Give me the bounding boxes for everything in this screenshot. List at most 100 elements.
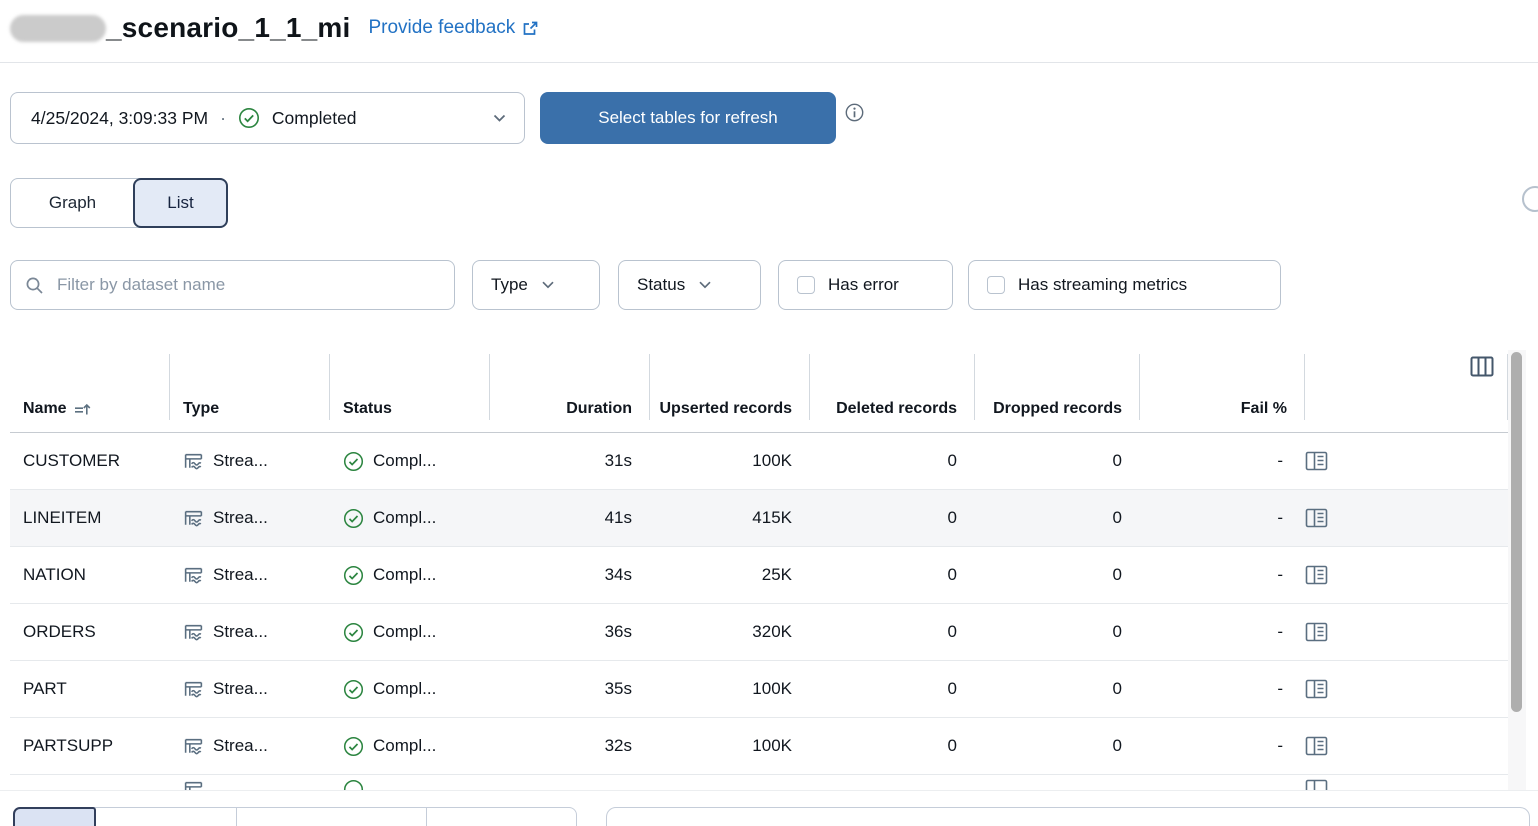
- open-details-panel-icon[interactable]: [1305, 565, 1328, 585]
- dataset-status: Compl...: [330, 451, 490, 472]
- dataset-name: PART: [23, 679, 67, 698]
- dataset-duration: 31s: [604, 451, 632, 470]
- check-circle-icon: [238, 107, 260, 129]
- dataset-status-label: Compl...: [373, 508, 437, 527]
- dataset-upserted: 320K: [752, 622, 792, 641]
- has-streaming-metrics-label: Has streaming metrics: [1018, 275, 1188, 294]
- dataset-deleted: 0: [947, 679, 957, 698]
- tab-list[interactable]: List: [133, 178, 228, 228]
- column-header-duration: Duration: [490, 348, 650, 432]
- has-streaming-metrics-filter[interactable]: Has streaming metrics: [968, 260, 1281, 310]
- chevron-down-icon: [542, 281, 554, 289]
- dataset-status: Compl...: [330, 565, 490, 586]
- has-error-checkbox[interactable]: [797, 276, 815, 294]
- dataset-type: Strea...: [170, 508, 330, 529]
- column-header-name[interactable]: Name: [10, 348, 170, 432]
- open-details-panel-icon[interactable]: [1305, 622, 1328, 642]
- dataset-status-label: Compl...: [373, 679, 437, 698]
- open-details-panel-icon[interactable]: [1305, 679, 1328, 699]
- check-circle-icon: [343, 779, 364, 790]
- dataset-fail-pct: -: [1277, 565, 1283, 584]
- column-header-actions: [1305, 348, 1508, 432]
- table-scrollbar-thumb[interactable]: [1511, 352, 1522, 712]
- has-error-filter[interactable]: Has error: [778, 260, 953, 310]
- has-error-label: Has error: [828, 275, 899, 294]
- search-icon: [25, 276, 44, 295]
- open-details-panel-icon[interactable]: [1305, 451, 1328, 471]
- run-status-label: Completed: [271, 107, 357, 128]
- column-header-name-label: Name: [23, 400, 67, 417]
- dataset-dropped: 0: [1112, 736, 1122, 755]
- bottom-tab-divider: [236, 808, 237, 826]
- open-details-panel-icon[interactable]: [1305, 736, 1328, 756]
- dataset-upserted: 25K: [761, 565, 792, 584]
- search-input[interactable]: [55, 274, 440, 296]
- dataset-fail-pct: -: [1277, 679, 1283, 698]
- dataset-type-label: Strea...: [213, 565, 268, 584]
- type-filter-dropdown[interactable]: Type: [472, 260, 600, 310]
- bottom-search-box[interactable]: [606, 807, 1530, 826]
- dataset-name: NATION: [23, 565, 86, 584]
- table-row[interactable]: CUSTOMER Strea... Compl... 31s 100K 0 0 …: [10, 433, 1508, 490]
- column-header-dropped: Dropped records: [975, 348, 1140, 432]
- column-header-type: Type: [170, 348, 330, 432]
- dataset-deleted: 0: [947, 508, 957, 527]
- dataset-name: CUSTOMER: [23, 451, 120, 470]
- streaming-table-icon: [183, 508, 204, 529]
- type-filter-label: Type: [491, 275, 528, 294]
- select-tables-for-refresh-button[interactable]: Select tables for refresh: [540, 92, 836, 144]
- status-filter-dropdown[interactable]: Status: [618, 260, 761, 310]
- dataset-status-label: Compl...: [373, 451, 437, 470]
- table-row[interactable]: ORDERS Strea... Compl... 36s 320K 0 0 -: [10, 604, 1508, 661]
- bottom-tabs: [13, 807, 577, 826]
- dataset-status: Compl...: [330, 679, 490, 700]
- run-timestamp: 4/25/2024, 3:09:33 PM: [31, 107, 209, 128]
- dataset-duration: 41s: [604, 508, 632, 527]
- table-header-row: Name Type Status Duration Upserted recor…: [10, 348, 1508, 433]
- dataset-duration: 36s: [604, 622, 632, 641]
- dataset-type: Strea...: [170, 736, 330, 757]
- bottom-tab-selected[interactable]: [13, 807, 96, 826]
- dataset-type-label: Strea...: [213, 736, 268, 755]
- table-row[interactable]: NATION Strea... Compl... 34s 25K 0 0 -: [10, 547, 1508, 604]
- dataset-status-label: Compl...: [373, 565, 437, 584]
- dataset-search: [10, 260, 455, 310]
- dataset-upserted: 100K: [752, 679, 792, 698]
- dataset-status: Compl...: [330, 622, 490, 643]
- table-row[interactable]: LINEITEM Strea... Compl... 41s 415K 0 0 …: [10, 490, 1508, 547]
- dataset-upserted: 415K: [752, 508, 792, 527]
- dataset-deleted: 0: [947, 451, 957, 470]
- has-streaming-metrics-checkbox[interactable]: [987, 276, 1005, 294]
- dataset-status: Compl...: [330, 508, 490, 529]
- table-row-partial[interactable]: [10, 775, 1508, 790]
- column-picker-icon[interactable]: [1470, 356, 1494, 377]
- dataset-type: Strea...: [170, 679, 330, 700]
- dataset-duration: 32s: [604, 736, 632, 755]
- tab-graph[interactable]: Graph: [48, 193, 97, 212]
- dataset-status-label: Compl...: [373, 622, 437, 641]
- streaming-table-icon: [183, 679, 204, 700]
- dataset-upserted: 100K: [752, 451, 792, 470]
- column-header-upserted: Upserted records: [650, 348, 810, 432]
- dataset-dropped: 0: [1112, 451, 1122, 470]
- table-row[interactable]: PART Strea... Compl... 35s 100K 0 0 -: [10, 661, 1508, 718]
- edge-button-partial[interactable]: [1522, 186, 1538, 212]
- streaming-table-icon: [183, 622, 204, 643]
- table-row[interactable]: PARTSUPP Strea... Compl... 32s 100K 0 0 …: [10, 718, 1508, 775]
- info-icon[interactable]: [845, 103, 864, 122]
- dataset-name: PARTSUPP: [23, 736, 114, 755]
- dataset-name: ORDERS: [23, 622, 96, 641]
- dataset-type-label: Strea...: [213, 679, 268, 698]
- dataset-type-label: Strea...: [213, 451, 268, 470]
- separator-dot: ·: [220, 107, 226, 128]
- run-selector-dropdown[interactable]: 4/25/2024, 3:09:33 PM · Completed: [10, 92, 525, 144]
- open-details-panel-icon[interactable]: [1305, 508, 1328, 528]
- header-divider: [0, 62, 1538, 63]
- dataset-upserted: 100K: [752, 736, 792, 755]
- dataset-dropped: 0: [1112, 565, 1122, 584]
- provide-feedback-link[interactable]: Provide feedback: [368, 17, 539, 39]
- streaming-table-icon: [183, 736, 204, 757]
- bottom-tab-divider: [426, 808, 427, 826]
- page-header: _scenario_1_1_mi Provide feedback: [10, 12, 539, 44]
